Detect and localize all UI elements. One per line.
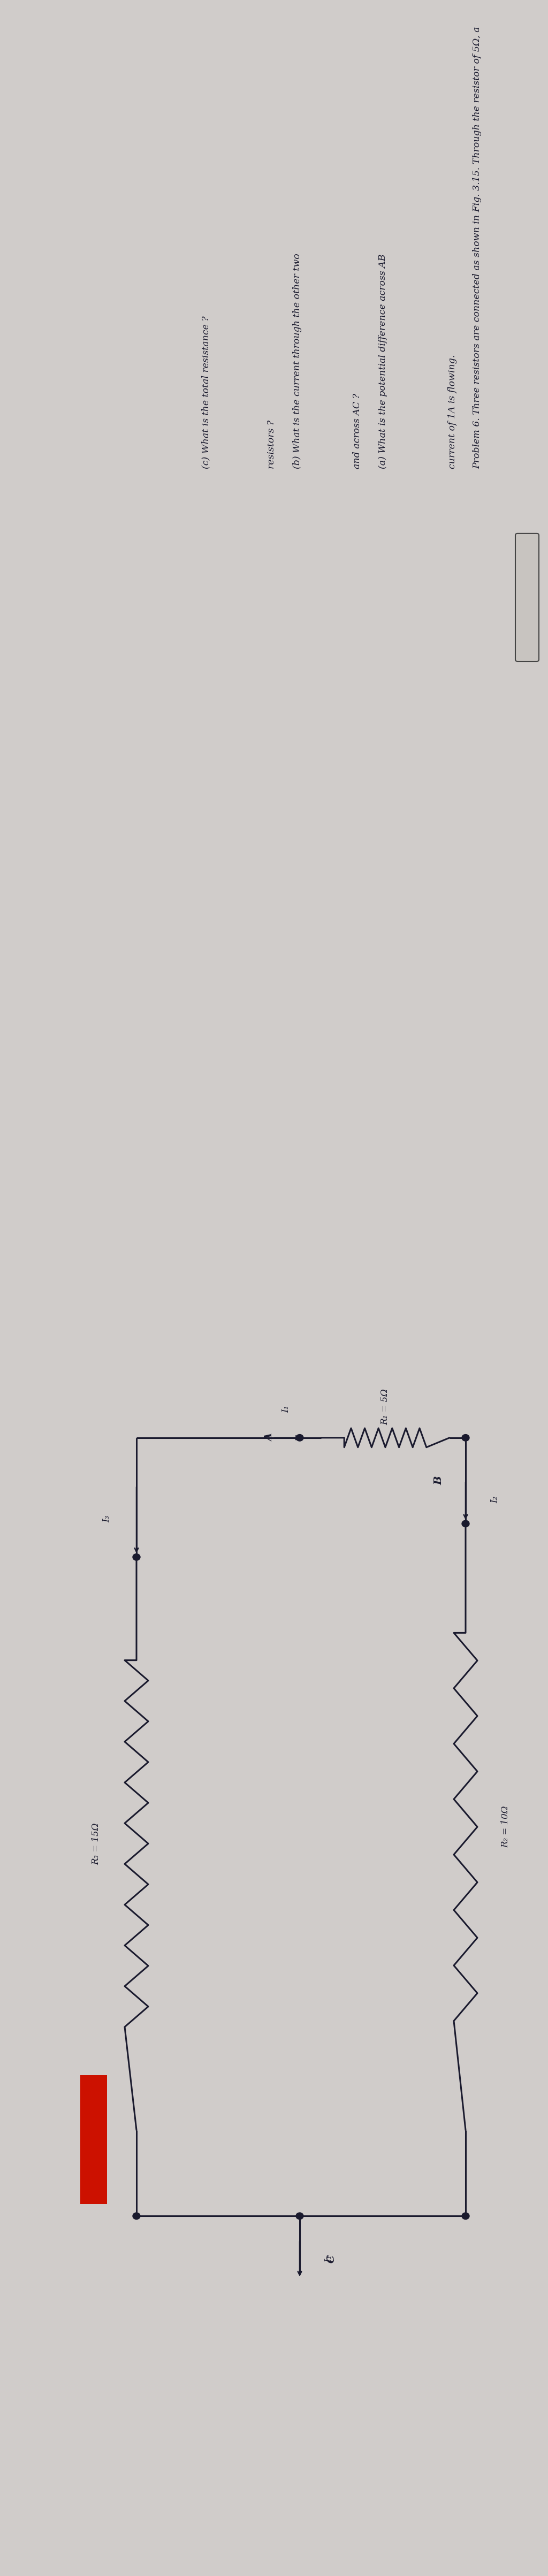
Text: Problem 6. Three resistors are connected as shown in Fig. 3.15. Through the resi: Problem 6. Three resistors are connected… <box>473 26 482 469</box>
Circle shape <box>133 2213 140 2221</box>
Text: current of 1A is flowing.: current of 1A is flowing. <box>448 355 456 469</box>
Circle shape <box>462 1520 469 1528</box>
Text: A: A <box>265 1435 275 1443</box>
Text: C: C <box>327 2254 336 2264</box>
Bar <box>80 2076 107 2205</box>
Text: FIGURE 3.15: FIGURE 3.15 <box>90 2115 97 2164</box>
Text: (a) What is the potential difference across AB: (a) What is the potential difference acr… <box>378 252 387 469</box>
Text: (b) What is the current through the other two: (b) What is the current through the othe… <box>293 252 301 469</box>
Circle shape <box>296 2213 304 2221</box>
Text: R₃ = 15Ω: R₃ = 15Ω <box>92 1824 101 1865</box>
Text: resistors ?: resistors ? <box>267 420 276 469</box>
Text: I₁: I₁ <box>324 2257 334 2262</box>
Circle shape <box>462 2213 469 2221</box>
Text: I₃: I₃ <box>102 1515 112 1522</box>
Text: R₁ = 5Ω: R₁ = 5Ω <box>381 1388 390 1425</box>
Circle shape <box>296 1435 304 1440</box>
Circle shape <box>133 1553 140 1561</box>
Text: I₂: I₂ <box>490 1497 500 1504</box>
Circle shape <box>462 1435 469 1440</box>
FancyBboxPatch shape <box>515 533 539 662</box>
Text: and across AC ?: and across AC ? <box>353 394 362 469</box>
Text: (c) What is the total resistance ?: (c) What is the total resistance ? <box>202 317 210 469</box>
Text: I₁: I₁ <box>282 1406 291 1412</box>
Text: B: B <box>434 1476 444 1486</box>
Text: Problem 6: Problem 6 <box>522 567 532 629</box>
Text: R₂ = 10Ω: R₂ = 10Ω <box>501 1806 510 1847</box>
